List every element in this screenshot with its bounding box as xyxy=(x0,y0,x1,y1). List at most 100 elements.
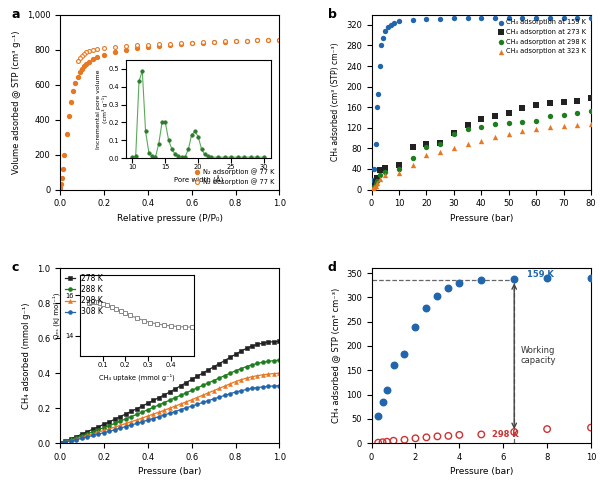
308 K xyxy=(139,419,146,425)
288 K xyxy=(106,423,113,429)
N₂ adsorption @ 77 K xyxy=(65,113,73,119)
N₂ desorption @ 77 K xyxy=(111,44,118,50)
308 K xyxy=(67,438,74,444)
288 K xyxy=(67,437,74,443)
N₂ adsorption @ 77 K xyxy=(79,66,86,72)
N₂ adsorption @ 77 K xyxy=(100,52,107,58)
298 K xyxy=(100,428,107,433)
CH₄ adsorption at 159 K xyxy=(374,91,383,98)
N₂ desorption @ 77 K xyxy=(79,53,86,58)
N₂ desorption @ 77 K xyxy=(265,37,272,43)
CH₄ adsorption at 273 K xyxy=(518,104,527,112)
288 K xyxy=(232,368,239,374)
278 K xyxy=(106,419,113,425)
Point xyxy=(389,437,398,445)
288 K xyxy=(226,370,233,376)
CH₄ adsorption at 159 K xyxy=(408,16,418,24)
CH₄ adsorption at 323 K xyxy=(476,137,486,145)
308 K xyxy=(205,398,212,404)
Point xyxy=(455,431,464,439)
N₂ adsorption @ 77 K xyxy=(85,59,92,65)
CH₄ adsorption at 159 K xyxy=(422,16,431,23)
CH₄ adsorption at 323 K xyxy=(504,130,514,138)
N₂ desorption @ 77 K xyxy=(144,42,151,48)
308 K xyxy=(248,386,256,392)
CH₄ adsorption at 273 K xyxy=(476,114,486,122)
CH₄ adsorption at 323 K xyxy=(586,120,596,128)
278 K xyxy=(172,386,179,392)
Y-axis label: Volume adsorbed @ STP (cm³ g⁻¹): Volume adsorbed @ STP (cm³ g⁻¹) xyxy=(12,30,21,174)
N₂ desorption @ 77 K xyxy=(276,37,283,43)
N₂ adsorption @ 77 K xyxy=(58,181,65,187)
Point xyxy=(455,279,464,287)
Point xyxy=(400,350,409,358)
298 K xyxy=(139,415,146,421)
CH₄ adsorption at 298 K xyxy=(368,184,378,192)
N₂ adsorption @ 77 K xyxy=(63,131,70,136)
288 K xyxy=(271,357,278,363)
278 K xyxy=(243,345,250,351)
298 K xyxy=(243,375,250,381)
298 K xyxy=(259,372,266,378)
298 K xyxy=(67,437,74,443)
278 K xyxy=(194,374,201,379)
CH₄ adsorption at 298 K xyxy=(394,165,404,173)
298 K xyxy=(73,436,80,442)
288 K xyxy=(161,400,168,406)
N₂ desorption @ 77 K xyxy=(254,37,261,43)
278 K xyxy=(254,341,261,347)
CH₄ adsorption at 159 K xyxy=(383,23,393,31)
298 K xyxy=(172,403,179,409)
CH₄ adsorption at 159 K xyxy=(532,14,541,22)
N₂ desorption @ 77 K xyxy=(133,42,140,48)
308 K xyxy=(128,422,135,428)
N₂ adsorption @ 77 K xyxy=(59,166,67,171)
308 K xyxy=(177,407,184,412)
Point xyxy=(410,323,420,331)
308 K xyxy=(271,383,278,389)
288 K xyxy=(122,416,130,422)
278 K xyxy=(79,431,86,437)
288 K xyxy=(238,366,245,372)
CH₄ adsorption at 323 K xyxy=(572,121,582,129)
CH₄ adsorption at 323 K xyxy=(375,175,385,183)
298 K xyxy=(188,397,195,403)
CH₄ adsorption at 273 K xyxy=(368,185,377,193)
278 K xyxy=(122,411,130,417)
N₂ adsorption @ 77 K xyxy=(89,56,97,62)
CH₄ adsorption at 298 K xyxy=(408,154,418,162)
298 K xyxy=(205,390,212,396)
N₂ adsorption @ 77 K xyxy=(133,45,140,51)
308 K xyxy=(117,425,124,431)
CH₄ adsorption at 323 K xyxy=(545,123,554,131)
CH₄ adsorption at 159 K xyxy=(371,140,380,148)
CH₄ adsorption at 159 K xyxy=(490,14,500,22)
278 K xyxy=(232,352,239,357)
308 K xyxy=(155,414,163,420)
288 K xyxy=(117,418,124,424)
N₂ desorption @ 77 K xyxy=(89,47,97,53)
288 K xyxy=(210,377,217,383)
CH₄ adsorption at 298 K xyxy=(368,185,378,192)
CH₄ adsorption at 298 K xyxy=(476,123,486,131)
Point xyxy=(378,398,388,406)
Text: d: d xyxy=(328,261,337,274)
N₂ adsorption @ 77 K xyxy=(61,151,68,157)
308 K xyxy=(199,399,206,405)
CH₄ adsorption at 159 K xyxy=(449,14,458,22)
Point xyxy=(410,434,420,442)
CH₄ adsorption at 298 K xyxy=(422,144,431,151)
Legend: CH₄ adsorption at 159 K, CH₄ adsorption at 273 K, CH₄ adsorption at 298 K, CH₄ a: CH₄ adsorption at 159 K, CH₄ adsorption … xyxy=(497,18,587,56)
298 K xyxy=(149,411,157,417)
Point xyxy=(586,274,596,282)
Text: b: b xyxy=(328,8,337,20)
278 K xyxy=(238,348,245,354)
308 K xyxy=(149,415,157,421)
CH₄ adsorption at 323 K xyxy=(408,161,418,169)
Point xyxy=(382,438,392,446)
Text: c: c xyxy=(12,261,19,274)
CH₄ adsorption at 298 K xyxy=(572,110,582,117)
Point xyxy=(378,438,388,446)
288 K xyxy=(215,375,223,381)
278 K xyxy=(276,338,283,344)
